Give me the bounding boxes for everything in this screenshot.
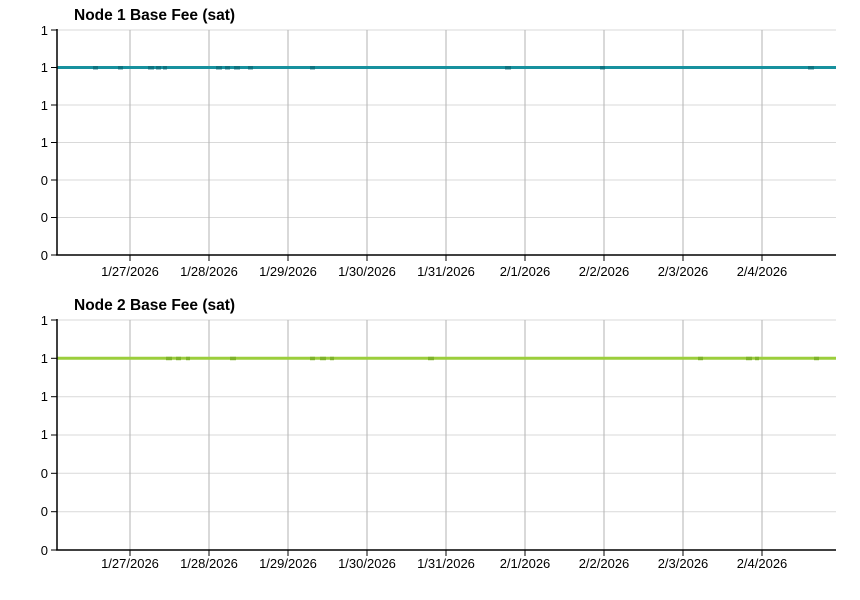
node2-chart-title: Node 2 Base Fee (sat) [74,297,235,314]
node2-x-tick-label: 2/3/2026 [658,556,709,571]
node1-x-axis-labels: 1/27/2026 1/28/2026 1/29/2026 1/30/2026 … [101,264,787,279]
node2-x-tick-label: 2/4/2026 [737,556,788,571]
node1-x-tick-label: 2/4/2026 [737,264,788,279]
node1-base-fee-chart: Node 1 Base Fee (sat) [41,7,836,279]
node2-x-axis-labels: 1/27/2026 1/28/2026 1/29/2026 1/30/2026 … [101,556,787,571]
node1-y-tick-label: 1 [41,98,48,113]
node1-x-tick-label: 1/27/2026 [101,264,159,279]
node2-y-tick-label: 0 [41,543,48,558]
node2-x-tick-label: 2/2/2026 [579,556,630,571]
node1-x-tick-label: 1/29/2026 [259,264,317,279]
node2-y-tick-label: 0 [41,504,48,519]
node1-x-tick-label: 1/31/2026 [417,264,475,279]
node2-x-tick-label: 1/31/2026 [417,556,475,571]
node2-y-tick-label: 0 [41,466,48,481]
node2-x-tick-label: 1/30/2026 [338,556,396,571]
node1-y-tick-label: 1 [41,23,48,38]
node2-y-axis-labels: 1 1 1 1 0 0 0 [41,313,48,558]
node1-y-tick-label: 0 [41,248,48,263]
node1-x-tick-label: 2/3/2026 [658,264,709,279]
node1-x-tick-label: 1/28/2026 [180,264,238,279]
node2-y-tick-label: 1 [41,427,48,442]
node2-base-fee-chart: Node 2 Base Fee (sat) [41,297,836,571]
node1-y-tick-label: 0 [41,173,48,188]
node2-y-tick-label: 1 [41,313,48,328]
node1-y-tick-label: 0 [41,210,48,225]
node2-x-tick-label: 1/29/2026 [259,556,317,571]
node1-x-tick-label: 1/30/2026 [338,264,396,279]
node2-y-tick-label: 1 [41,389,48,404]
node2-series-markers [166,356,819,361]
node1-x-tick-label: 2/1/2026 [500,264,551,279]
node1-y-axis-labels: 1 1 1 1 0 0 0 [41,23,48,263]
node1-tick-marks [51,29,763,261]
node2-x-tick-label: 2/1/2026 [500,556,551,571]
node1-series-markers [93,66,814,70]
node1-chart-title: Node 1 Base Fee (sat) [74,7,235,24]
node2-x-tick-label: 1/27/2026 [101,556,159,571]
node1-x-tick-label: 2/2/2026 [579,264,630,279]
node1-y-tick-label: 1 [41,60,48,75]
node2-x-tick-label: 1/28/2026 [180,556,238,571]
node2-tick-marks [51,319,763,556]
node1-y-tick-label: 1 [41,135,48,150]
node2-y-tick-label: 1 [41,351,48,366]
